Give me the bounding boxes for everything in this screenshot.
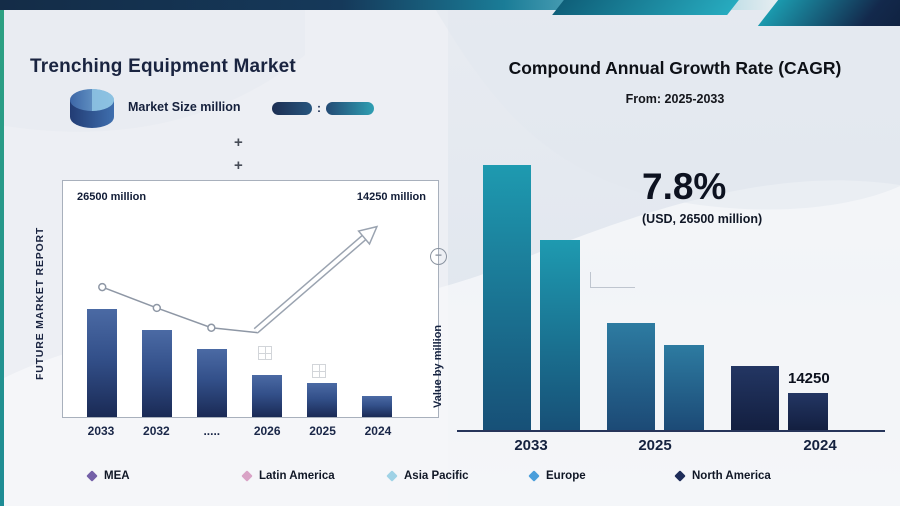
plus-icon: + [234, 157, 243, 174]
cagr-subtitle: From: 2025-2033 [625, 92, 725, 106]
legend-bullet-icon [528, 470, 540, 482]
cagr-bar-group-2024 [731, 366, 828, 430]
legend-pill-colon: : [317, 101, 321, 115]
legend-bullet-icon [674, 470, 686, 482]
cagr-chart [455, 150, 890, 430]
right-chart-y-axis-label: Value by million [432, 324, 444, 408]
value-callout: 14250 [788, 370, 830, 387]
cagr-bar-group-2033 [483, 165, 580, 430]
cagr-bar-2025-primary [607, 323, 655, 430]
market-size-bar-2024 [362, 396, 392, 417]
cagr-bar-2024-primary [731, 366, 779, 430]
step-decoration [590, 272, 635, 288]
legend-bullet-icon [241, 470, 253, 482]
legend-label: Asia Pacific [404, 470, 469, 482]
cagr-bar-2033-secondary [540, 240, 580, 430]
cagr-title: Compound Annual Growth Rate (CAGR) [508, 58, 842, 78]
market-size-bar-2026 [252, 375, 282, 417]
legend-label: MEA [104, 470, 130, 482]
legend-pill-teal [326, 102, 374, 115]
cagr-bar-2025-secondary [664, 345, 704, 430]
x-axis-tick-label: 2024 [364, 424, 392, 438]
cagr-bar-2033-primary [483, 165, 531, 430]
right-x-axis-tick-label: 2025 [638, 437, 672, 454]
page-title: Trenching Equipment Market [30, 56, 296, 77]
region-legend: MEA Latin America Asia Pacific Europe North … [0, 466, 900, 492]
right-x-axis-tick-label: 2024 [803, 437, 837, 454]
minus-circle-icon: − [430, 248, 447, 265]
top-corner-wedge [757, 0, 900, 26]
market-size-bar-2032 [142, 330, 172, 417]
legend-item-latin-america: Latin America [241, 470, 335, 482]
x-axis-tick-label: 2025 [309, 424, 336, 438]
cagr-bar-2024-secondary [788, 393, 828, 430]
plus-icon: + [234, 134, 243, 151]
right-chart-baseline [457, 430, 885, 432]
grid-watermark-icon [312, 364, 326, 378]
top-border-strip [0, 0, 900, 10]
legend-item-north-america: North America [674, 470, 771, 482]
legend-item-asia-pacific: Asia Pacific [386, 470, 469, 482]
left-border-strip [0, 10, 4, 506]
x-axis-tick-label: ..... [203, 424, 221, 438]
legend-bullet-icon [86, 470, 98, 482]
legend-label: Europe [546, 470, 586, 482]
legend-item-mea: MEA [86, 470, 130, 482]
legend-bullet-icon [386, 470, 398, 482]
cagr-value: 7.8% [642, 166, 727, 207]
right-x-axis-tick-label: 2033 [514, 437, 548, 454]
cagr-bar-group-2025 [607, 323, 704, 430]
chart-annotation-min: 14250 million [356, 191, 426, 203]
legend-pill-navy [272, 102, 312, 115]
legend-pill: : [272, 102, 374, 115]
top-teal-accent [552, 0, 739, 15]
market-size-bar-2033 [87, 309, 117, 417]
legend-label: North America [692, 470, 771, 482]
left-chart-y-axis-label: FUTURE MARKET REPORT [34, 226, 46, 380]
market-size-chart: 26500 million 14250 million [62, 180, 439, 418]
grid-watermark-icon [258, 346, 272, 360]
market-size-bar-2025 [307, 383, 337, 417]
x-axis-tick-label: 2026 [253, 424, 281, 438]
x-axis-tick-label: 2032 [143, 424, 170, 438]
cagr-note: (USD, 26500 million) [642, 212, 763, 226]
market-size-bars [63, 309, 438, 417]
database-icon [62, 86, 122, 137]
legend-label: Latin America [259, 470, 335, 482]
x-axis-tick-label: 2033 [87, 424, 115, 438]
legend-item-europe: Europe [528, 470, 586, 482]
market-size-bar-xxxxx [197, 349, 227, 417]
market-size-legend-label: Market Size million [128, 100, 241, 114]
chart-annotation-max: 26500 million [77, 191, 147, 203]
left-chart-x-axis: 2033 2032..... 2026 2025 2024 [62, 424, 439, 438]
